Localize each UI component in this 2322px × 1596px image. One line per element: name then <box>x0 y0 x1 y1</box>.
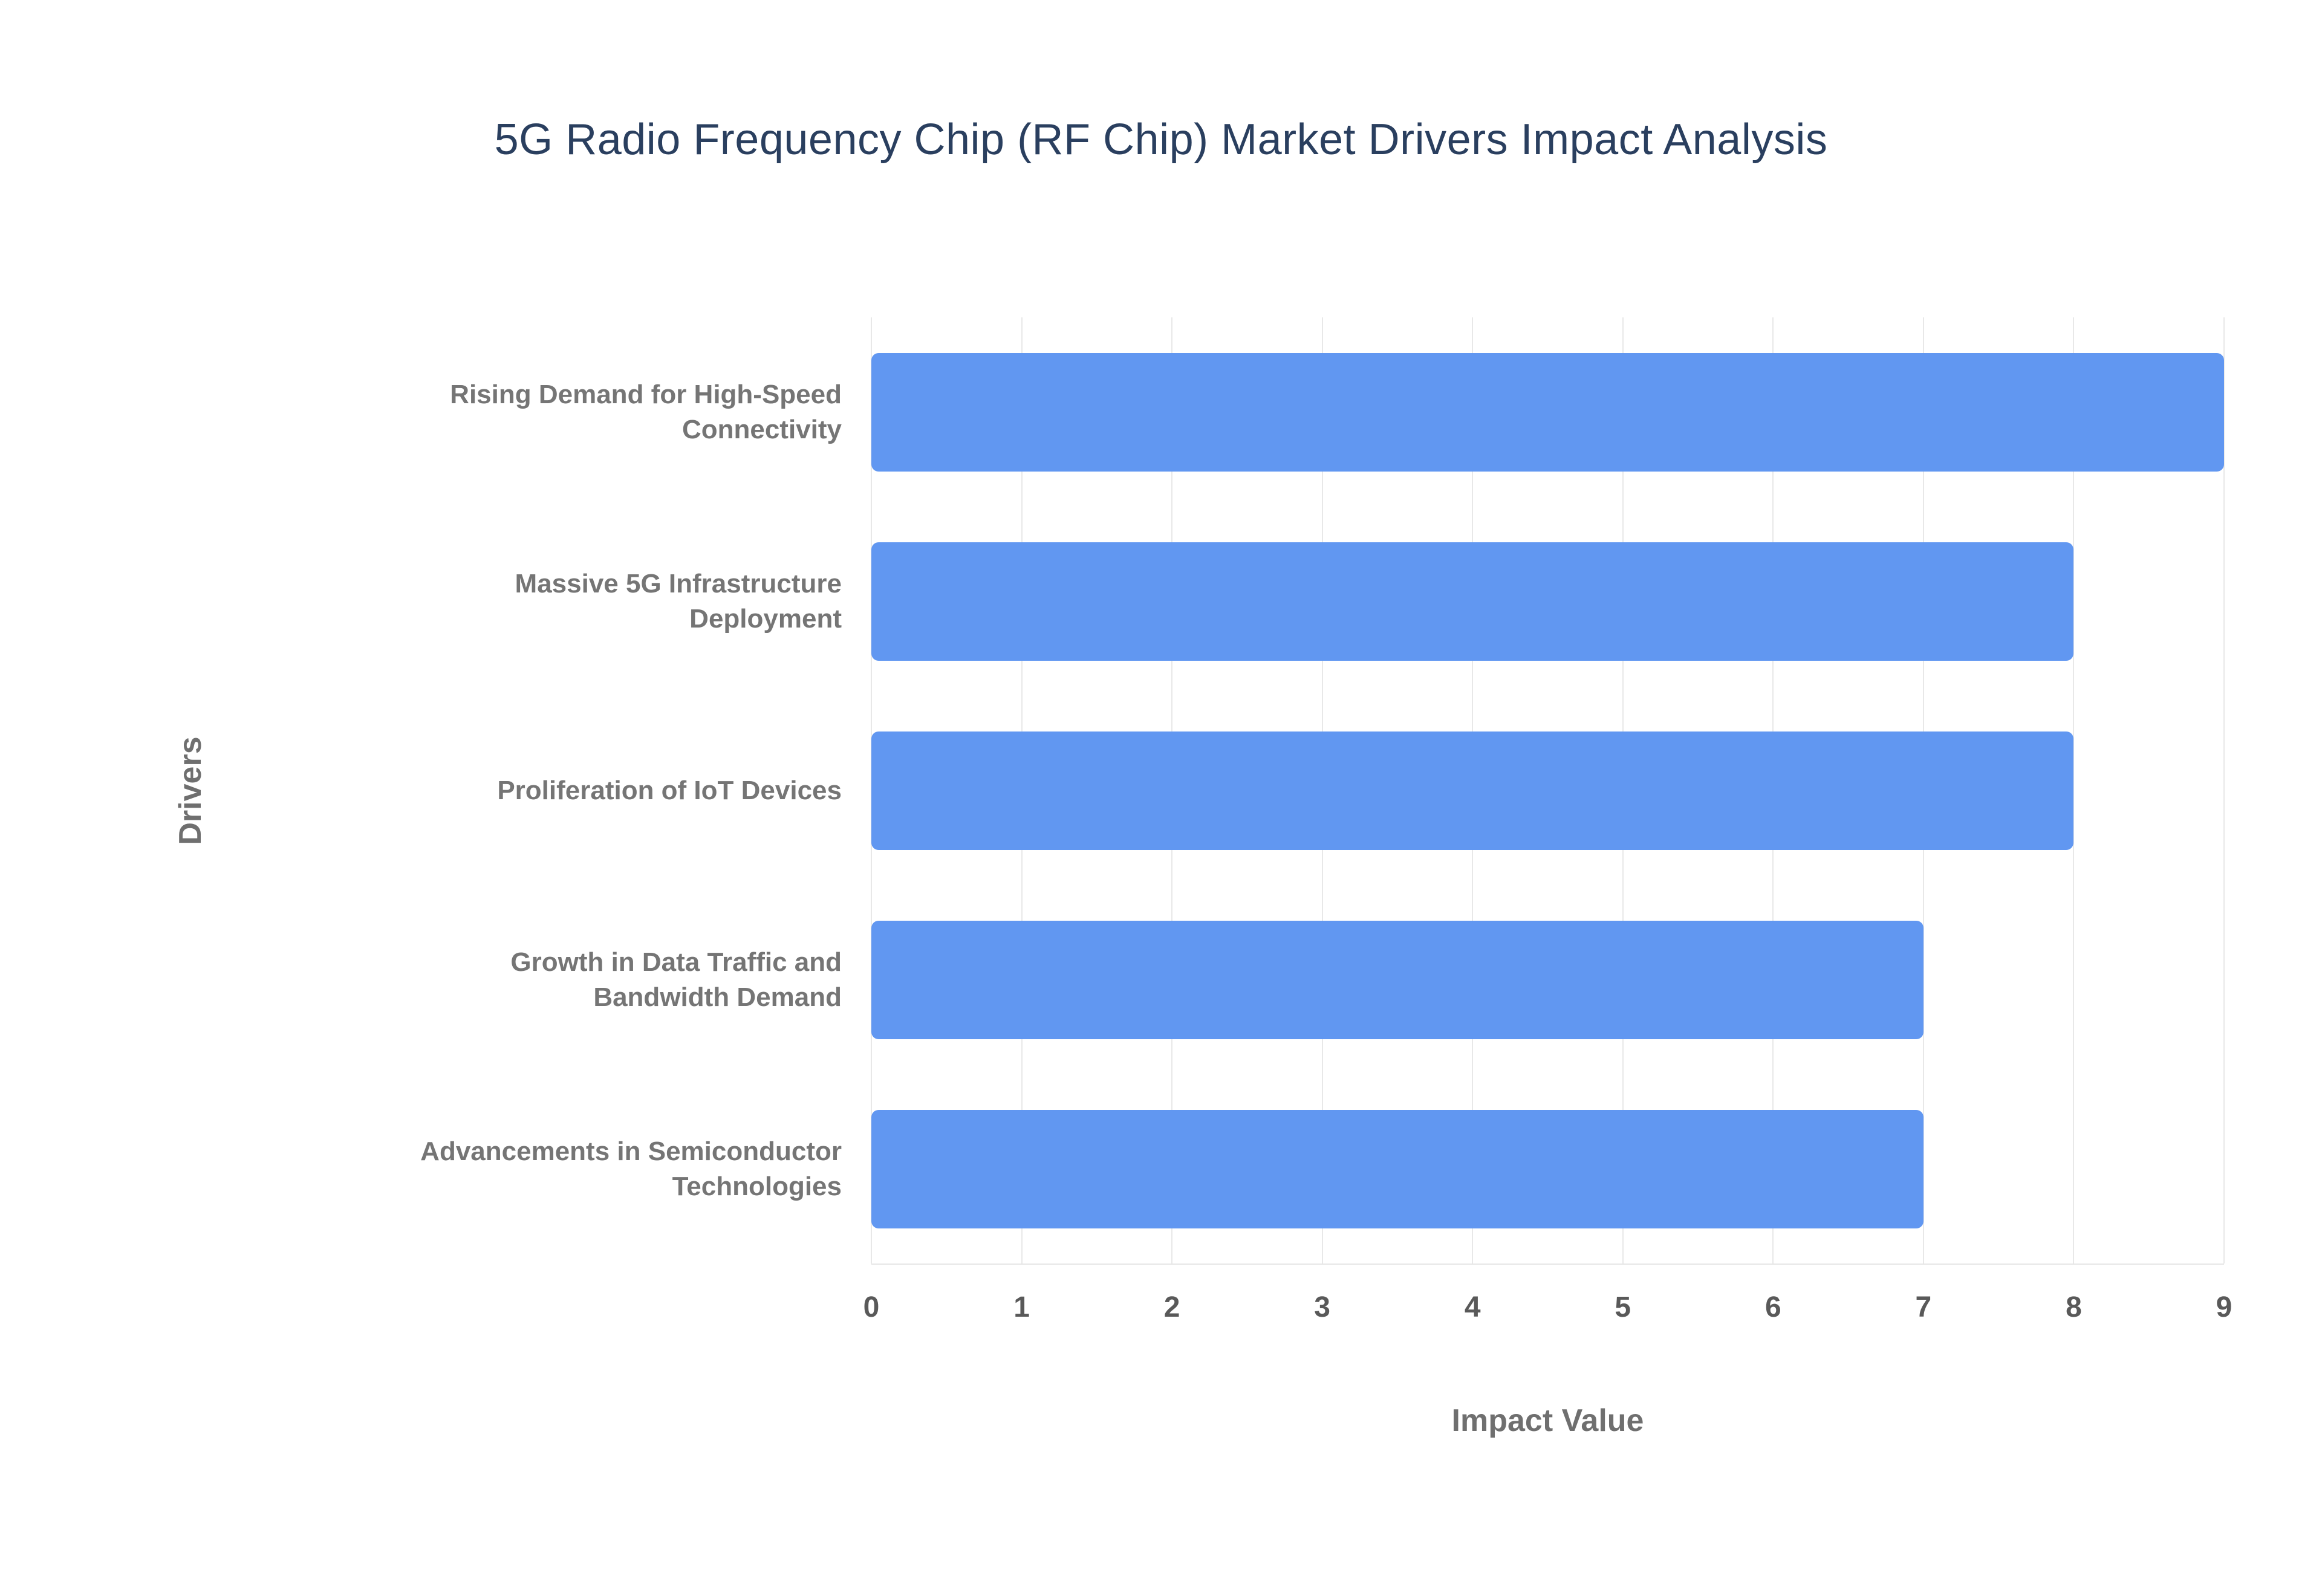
x-tick-label-6: 6 <box>1764 1291 1781 1323</box>
x-tick-label-4: 4 <box>1464 1291 1481 1323</box>
y-category-label-3: Proliferation of IoT Devices <box>497 775 842 805</box>
x-tick-label-5: 5 <box>1615 1291 1631 1323</box>
y-tick-labels: Rising Demand for High-Speed Connectivit… <box>370 317 842 1264</box>
bar-2 <box>871 542 2074 661</box>
y-axis-title: Drivers <box>173 736 208 845</box>
x-tick-label-1: 1 <box>1013 1291 1030 1323</box>
x-tick-labels: 0 1 2 3 4 5 6 7 8 9 <box>863 1291 2233 1339</box>
x-tick-label-0: 0 <box>863 1291 880 1323</box>
x-tick-label-2: 2 <box>1163 1291 1180 1323</box>
y-category-label-1: Rising Demand for High-Speed Connectivit… <box>450 379 842 444</box>
y-category-label-5: Advancements in Semiconductor Technologi… <box>420 1136 842 1201</box>
gridline-x-8 <box>2073 317 2075 1264</box>
bars-layer <box>871 317 2224 1264</box>
bar-1 <box>871 352 2224 472</box>
bar-4 <box>871 920 1924 1039</box>
chart-title: 5G Radio Frequency Chip (RF Chip) Market… <box>494 115 1828 164</box>
gridline-x-9 <box>2223 317 2225 1264</box>
x-tick-label-3: 3 <box>1314 1291 1331 1323</box>
bar-5 <box>871 1109 1924 1228</box>
y-category-label-4: Growth in Data Traffic and Bandwidth Dem… <box>510 947 842 1012</box>
x-tick-label-8: 8 <box>2066 1291 2082 1323</box>
y-category-label-2: Massive 5G Infrastructure Deployment <box>515 568 842 634</box>
x-axis-title: Impact Value <box>1451 1403 1644 1438</box>
x-tick-label-7: 7 <box>1915 1291 1932 1323</box>
x-tick-label-9: 9 <box>2216 1291 2233 1323</box>
bar-3 <box>871 731 2074 850</box>
plot-area <box>871 317 2225 1265</box>
